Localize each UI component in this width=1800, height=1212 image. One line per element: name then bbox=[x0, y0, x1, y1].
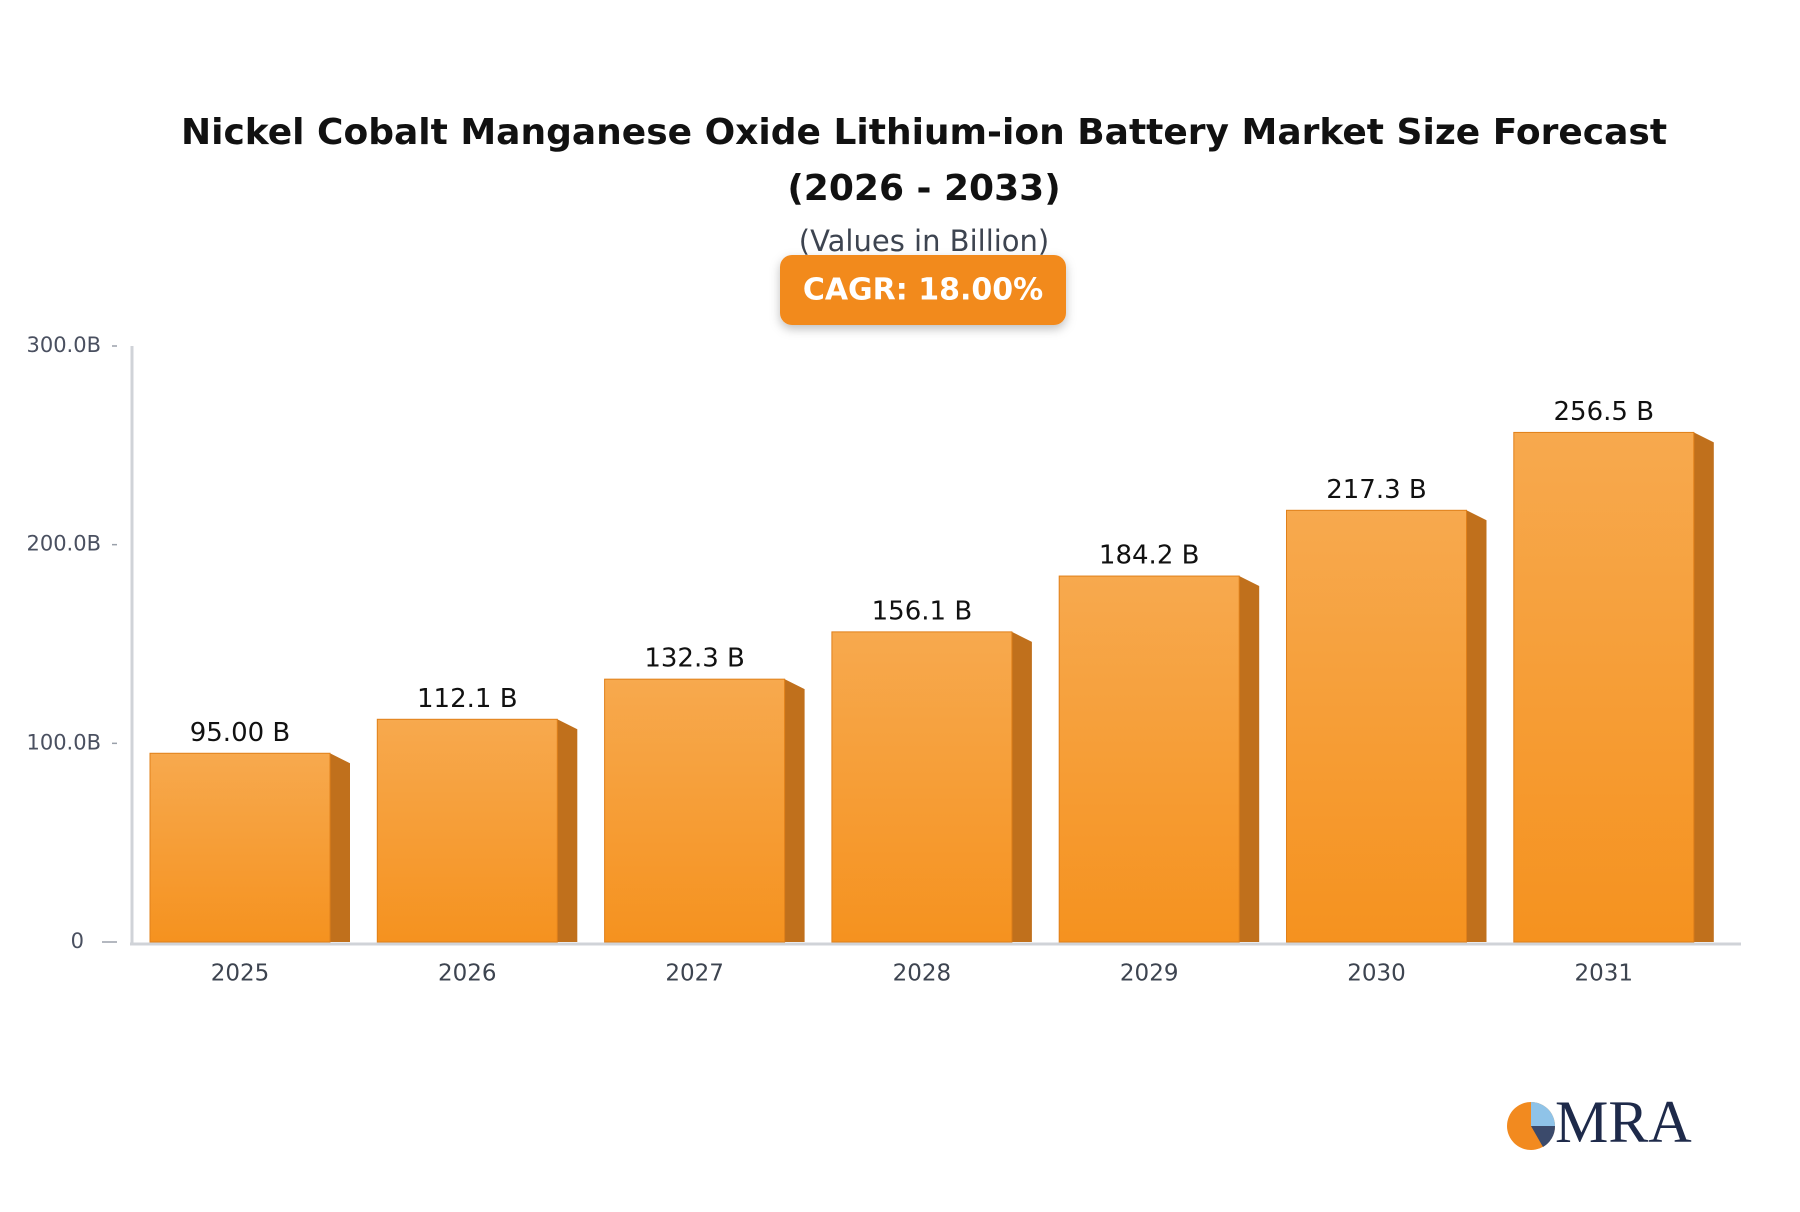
y-tick-label: 300.0B bbox=[26, 333, 101, 357]
value-label: 156.1 B bbox=[872, 596, 973, 626]
x-tick-label: 2029 bbox=[1120, 961, 1179, 987]
value-label: 112.1 B bbox=[417, 684, 518, 714]
y-tick-label: 100.0B bbox=[26, 730, 101, 754]
cagr-badge bbox=[780, 255, 1066, 325]
bar bbox=[831, 631, 1013, 943]
logo-icon-part bbox=[1531, 1102, 1555, 1126]
subtitle: (Values in Billion) bbox=[799, 224, 1050, 258]
x-tick-label: 2028 bbox=[893, 961, 952, 987]
bar bbox=[376, 718, 558, 943]
value-label: 256.5 B bbox=[1554, 397, 1655, 427]
x-tick-label: 2031 bbox=[1575, 961, 1634, 987]
logo-text: MRA bbox=[1555, 1089, 1692, 1155]
bar bbox=[149, 752, 331, 943]
bar bbox=[1058, 575, 1240, 943]
bar bbox=[1513, 431, 1695, 943]
value-label: 132.3 B bbox=[644, 644, 745, 674]
bar bbox=[604, 678, 786, 943]
value-label: 184.2 B bbox=[1099, 541, 1200, 571]
value-label: 95.00 B bbox=[190, 718, 291, 748]
y-tick-label: 0 bbox=[71, 929, 84, 953]
value-label: 217.3 B bbox=[1326, 475, 1427, 505]
chart-title: Nickel Cobalt Manganese Oxide Lithium-io… bbox=[180, 112, 1668, 209]
y-tick-label: 200.0B bbox=[26, 532, 101, 556]
logo-icon-part bbox=[1531, 1126, 1556, 1147]
x-tick-label: 2026 bbox=[438, 961, 497, 987]
bar-side bbox=[1466, 510, 1487, 942]
bar bbox=[1286, 509, 1467, 943]
x-tick-label: 2027 bbox=[665, 961, 724, 987]
bar-side bbox=[330, 753, 350, 942]
bar-side bbox=[784, 679, 805, 942]
x-tick-label: 2030 bbox=[1347, 961, 1406, 987]
bar-side bbox=[1239, 576, 1260, 942]
cagr-label: CAGR: 18.00% bbox=[803, 273, 1043, 308]
bar-side bbox=[557, 719, 578, 942]
bar-side bbox=[1693, 432, 1714, 942]
x-tick-label: 2025 bbox=[211, 961, 270, 987]
bar-side bbox=[1011, 631, 1032, 942]
